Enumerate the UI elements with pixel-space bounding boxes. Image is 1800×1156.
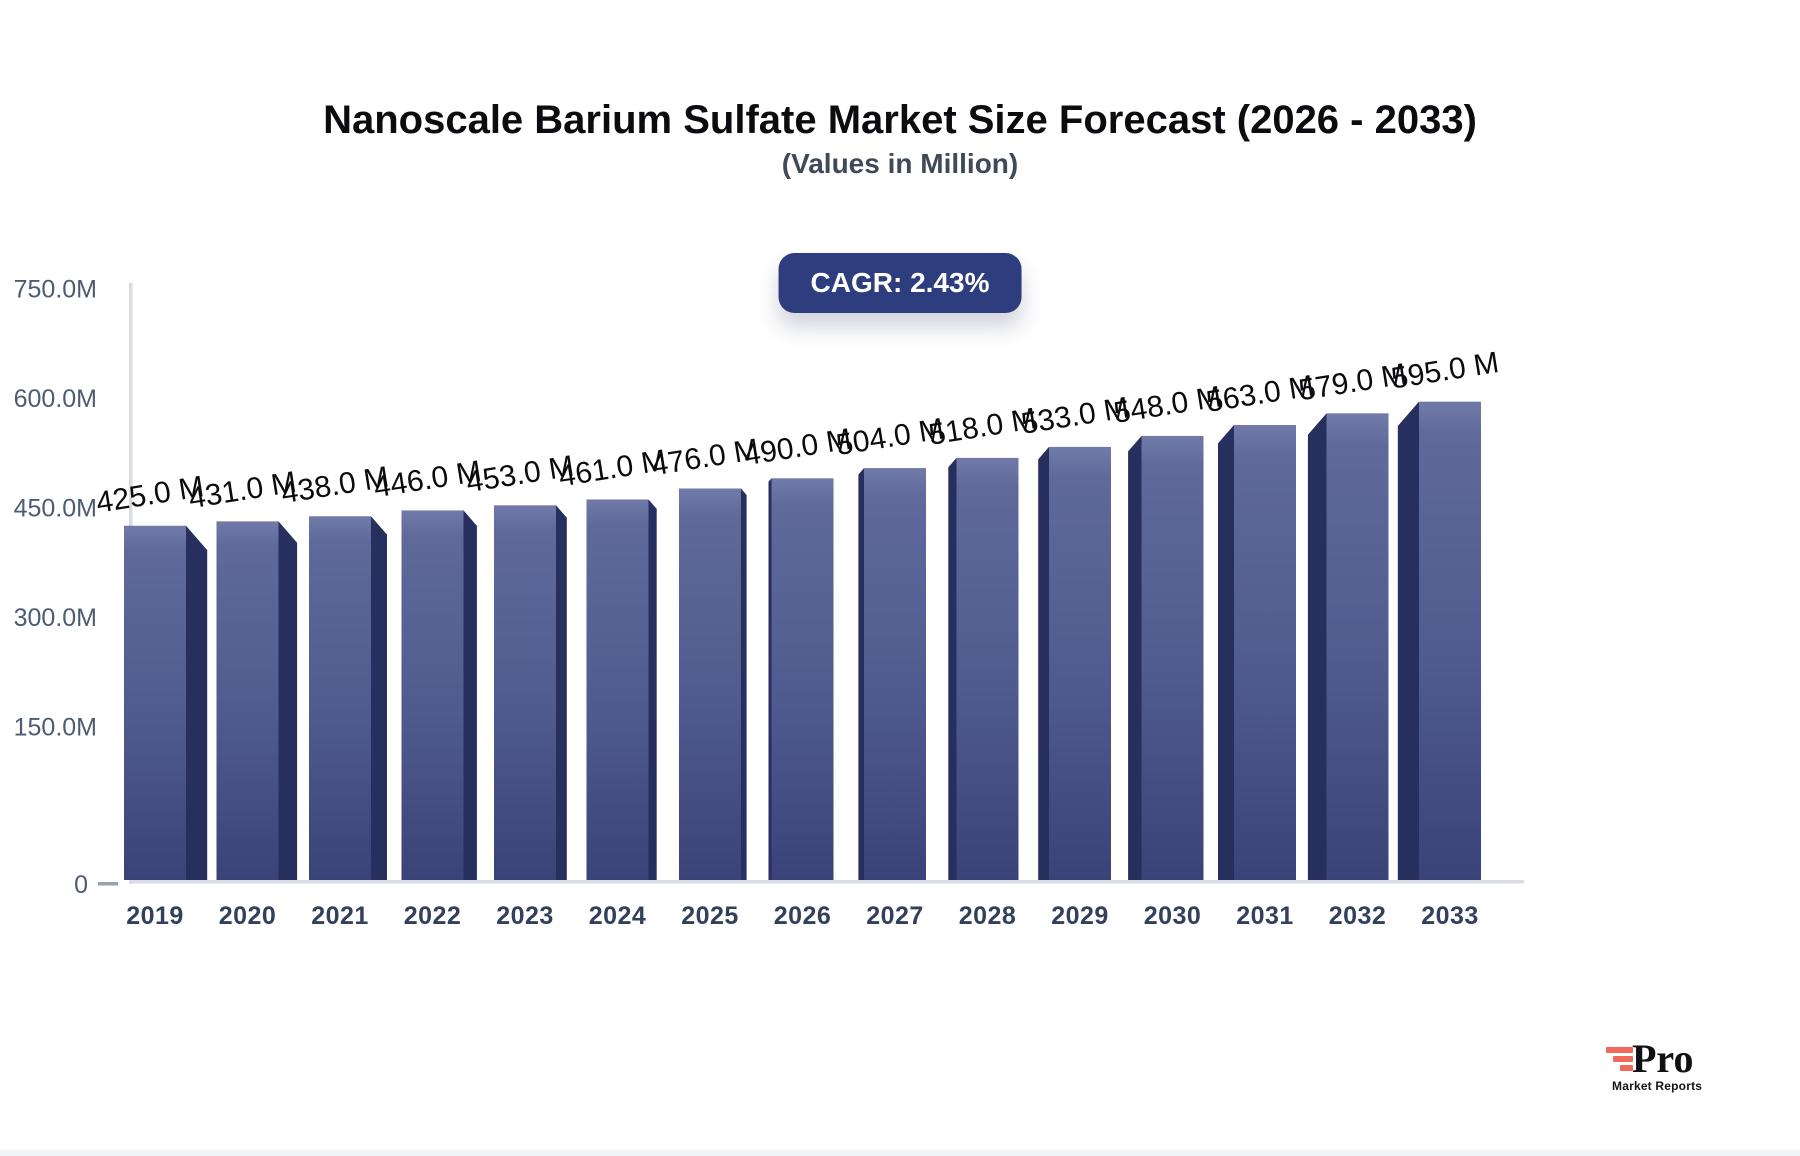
x-tick-label: 2025	[681, 902, 739, 930]
x-tick-label: 2030	[1144, 902, 1202, 930]
logo-flag-icon	[1606, 1047, 1633, 1071]
y-tick-label: 300.0M	[14, 604, 97, 632]
bar-side-face	[556, 505, 567, 880]
x-tick-label: 2032	[1329, 902, 1387, 930]
logo-row: Pro	[1606, 1036, 1726, 1081]
y-tick-label: 750.0M	[14, 276, 97, 304]
bar-front-face	[1234, 425, 1296, 880]
x-tick-label: 2019	[126, 902, 184, 930]
bar-front-face	[956, 457, 1019, 880]
x-tick-label: 2029	[1051, 902, 1109, 930]
x-tick-label: 2026	[774, 902, 832, 930]
bar-front-face	[1326, 413, 1389, 880]
bar-side-face	[648, 499, 657, 880]
y-tick-label: 0	[74, 871, 88, 899]
x-tick-label: 2023	[496, 902, 554, 930]
zero-tick-mark	[98, 882, 118, 886]
bar-side-face	[858, 468, 864, 880]
bar-side-face	[1307, 413, 1327, 880]
chart-subtitle: (Values in Million)	[781, 148, 1019, 179]
bar-side-face	[371, 516, 387, 880]
page-bottom-edge	[0, 1150, 1800, 1156]
bar-side-face	[1128, 435, 1142, 880]
bar-front-face	[1419, 401, 1481, 880]
bar-side-face	[1218, 425, 1234, 880]
x-tick-label: 2031	[1236, 902, 1294, 930]
bar-front-face	[586, 499, 649, 880]
x-tick-label: 2027	[866, 902, 924, 930]
bar-front-face	[309, 516, 371, 880]
bar-front-face	[216, 521, 279, 880]
bar-side-face	[768, 478, 772, 880]
logo-tagline: Market Reports	[1612, 1079, 1703, 1093]
bar-front-face	[124, 525, 186, 880]
bar-front-face	[771, 478, 834, 880]
x-tick-label: 2028	[959, 902, 1017, 930]
x-tick-label: 2024	[589, 902, 647, 930]
y-tick-label: 600.0M	[14, 385, 97, 413]
x-tick-label: 2022	[404, 902, 462, 930]
bar-side-face	[463, 510, 477, 880]
x-axis-line	[129, 880, 1524, 884]
y-tick-label: 450.0M	[14, 495, 97, 523]
x-tick-label: 2021	[311, 902, 369, 930]
bar-side-face	[948, 457, 957, 880]
bar-front-face	[494, 505, 556, 880]
bar-side-face	[1397, 401, 1419, 880]
bar-side-face	[1038, 446, 1049, 880]
bar-front-face	[401, 510, 464, 880]
bar-side-face	[186, 525, 208, 880]
x-tick-label: 2033	[1421, 902, 1479, 930]
bar-side-face	[741, 488, 747, 880]
cagr-badge: CAGR: 2.43%	[778, 253, 1022, 313]
bar-front-face	[1141, 435, 1204, 880]
brand-logo: Pro Market Reports	[1606, 1036, 1726, 1093]
y-tick-label: 150.0M	[14, 714, 97, 742]
bar-front-face	[1049, 446, 1111, 880]
bar-value-label: 595.0 M	[1389, 346, 1501, 396]
bar-side-face	[278, 521, 298, 880]
x-tick-label: 2020	[219, 902, 277, 930]
bar-front-face	[679, 488, 741, 880]
logo-name: Pro	[1632, 1036, 1694, 1081]
bar-front-face	[864, 468, 926, 880]
chart-title: Nanoscale Barium Sulfate Market Size For…	[323, 98, 1477, 142]
